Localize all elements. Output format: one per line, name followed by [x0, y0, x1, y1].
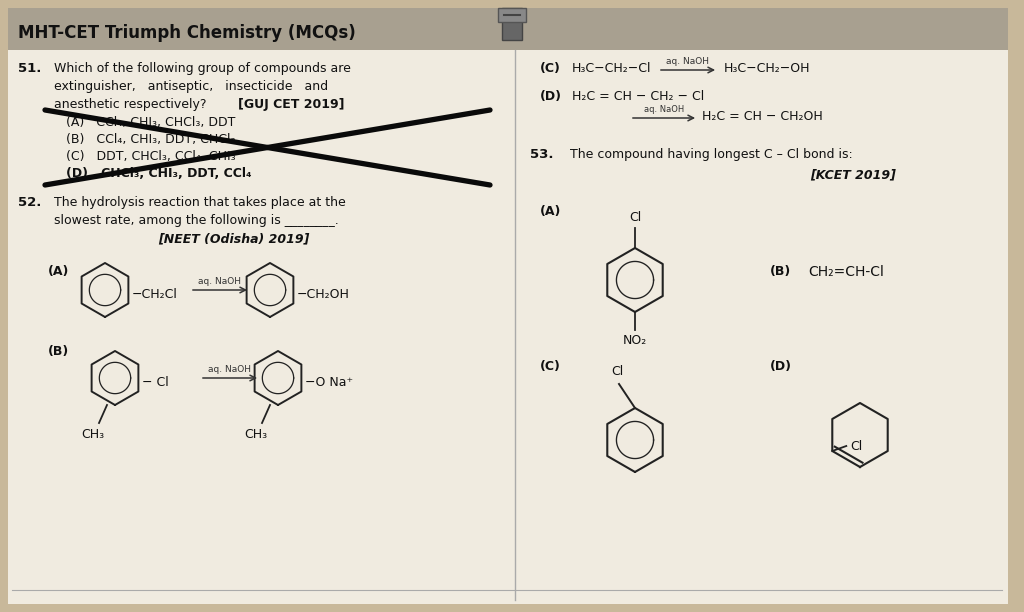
Text: (B): (B): [48, 345, 70, 358]
Text: CH₃: CH₃: [245, 428, 267, 441]
Text: −CH₂Cl: −CH₂Cl: [132, 288, 178, 300]
Text: (D): (D): [540, 90, 562, 103]
Text: (D)   CHCl₃, CHI₃, DDT, CCl₄: (D) CHCl₃, CHI₃, DDT, CCl₄: [66, 167, 252, 180]
Text: (C): (C): [540, 360, 561, 373]
Text: aq. NaOH: aq. NaOH: [199, 277, 242, 286]
Text: The hydrolysis reaction that takes place at the: The hydrolysis reaction that takes place…: [54, 196, 346, 209]
Text: (D): (D): [770, 360, 792, 373]
Text: Cl: Cl: [611, 365, 624, 378]
Text: NO₂: NO₂: [623, 334, 647, 347]
Text: CH₂=CH-Cl: CH₂=CH-Cl: [808, 265, 884, 279]
Text: [NEET (Odisha) 2019]: [NEET (Odisha) 2019]: [158, 232, 309, 245]
Text: aq. NaOH: aq. NaOH: [644, 105, 684, 114]
Bar: [502, 8, 522, 40]
Text: (B)   CCl₄, CHI₃, DDT, CHCl₃: (B) CCl₄, CHI₃, DDT, CHCl₃: [66, 133, 236, 146]
Text: (A): (A): [540, 205, 561, 218]
Text: H₂C = CH − CH₂OH: H₂C = CH − CH₂OH: [702, 110, 822, 123]
Text: (A): (A): [48, 265, 70, 278]
Text: − Cl: − Cl: [142, 376, 169, 389]
Text: (A)   CCl₄, CHI₃, CHCl₃, DDT: (A) CCl₄, CHI₃, CHCl₃, DDT: [66, 116, 236, 129]
Text: H₃C−CH₂−OH: H₃C−CH₂−OH: [724, 62, 811, 75]
Text: [GUJ CET 2019]: [GUJ CET 2019]: [238, 98, 344, 111]
Text: MHT-CET Triumph Chemistry (MCQs): MHT-CET Triumph Chemistry (MCQs): [18, 24, 355, 42]
Text: H₃C−CH₂−Cl: H₃C−CH₂−Cl: [572, 62, 651, 75]
Text: CH₃: CH₃: [82, 428, 104, 441]
Text: [KCET 2019]: [KCET 2019]: [810, 168, 896, 181]
Text: Cl: Cl: [850, 439, 862, 452]
Text: Cl: Cl: [629, 211, 641, 224]
Text: −O Na⁺: −O Na⁺: [305, 376, 353, 389]
Text: aq. NaOH: aq. NaOH: [209, 365, 252, 374]
Text: anesthetic respectively?: anesthetic respectively?: [54, 98, 207, 111]
Text: (B): (B): [770, 265, 792, 278]
Text: (C): (C): [540, 62, 561, 75]
Text: H₂C = CH − CH₂ − Cl: H₂C = CH − CH₂ − Cl: [572, 90, 705, 103]
Text: (C)   DDT, CHCl₃, CCl₄, CHI₃: (C) DDT, CHCl₃, CCl₄, CHI₃: [66, 150, 236, 163]
Bar: [8, 8, 1008, 50]
Text: The compound having longest C – Cl bond is:: The compound having longest C – Cl bond …: [570, 148, 853, 161]
Text: −CH₂OH: −CH₂OH: [297, 288, 350, 300]
Text: 51.: 51.: [18, 62, 41, 75]
Text: aq. NaOH: aq. NaOH: [667, 57, 710, 66]
Text: Which of the following group of compounds are: Which of the following group of compound…: [54, 62, 351, 75]
Text: 52.: 52.: [18, 196, 41, 209]
Bar: [498, 8, 526, 22]
Text: 53.: 53.: [530, 148, 554, 161]
Text: extinguisher,   antiseptic,   insecticide   and: extinguisher, antiseptic, insecticide an…: [54, 80, 328, 93]
Text: slowest rate, among the following is ________.: slowest rate, among the following is ___…: [54, 214, 339, 227]
